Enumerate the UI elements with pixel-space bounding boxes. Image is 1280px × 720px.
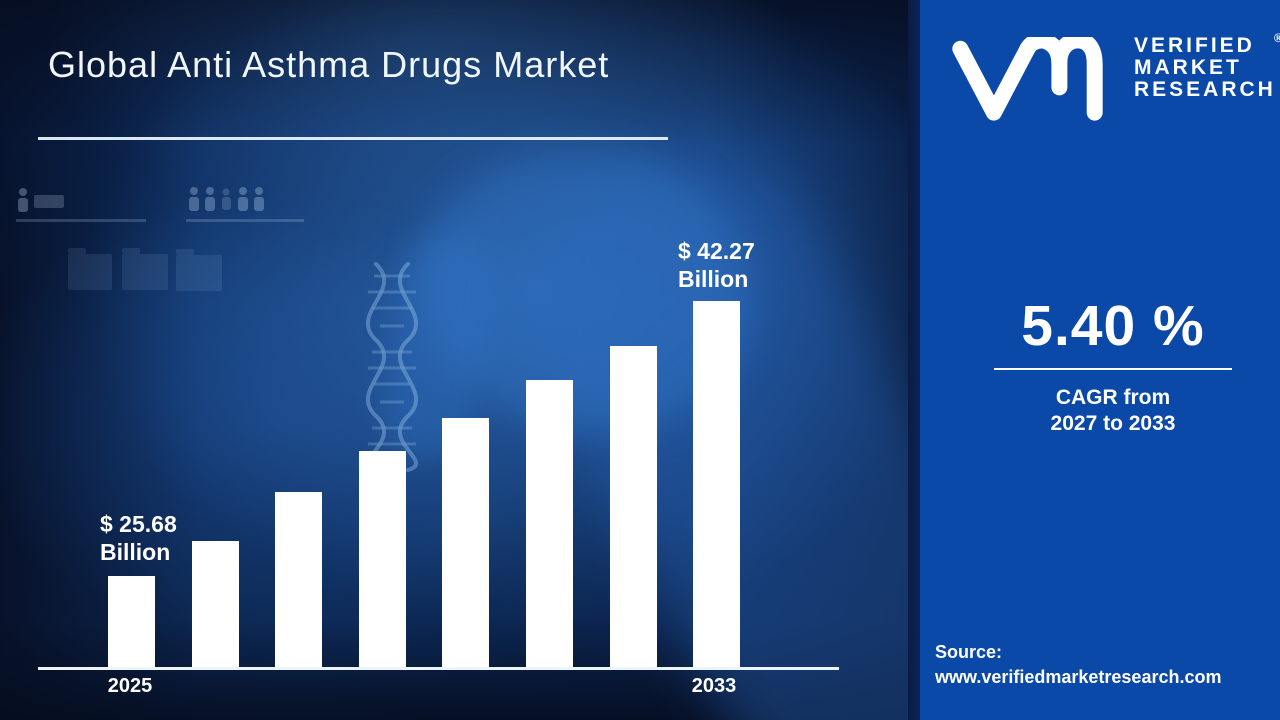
cagr-caption-line-2: 2027 to 2033: [1050, 412, 1176, 435]
last-bar-unit: Billion: [678, 266, 749, 292]
last-bar-value: $ 42.27: [678, 238, 755, 264]
bar-5: [442, 418, 490, 668]
brand-line-3: RESEARCH: [1134, 78, 1276, 101]
source-label: Source:: [935, 642, 1003, 662]
bar-6: [526, 380, 573, 668]
brand-line-2: MARKET: [1134, 56, 1242, 79]
brand-line-1: VERIFIED: [1134, 34, 1255, 57]
bar-3: [275, 492, 323, 668]
title-underline: [38, 137, 668, 140]
panel-divider: [908, 0, 920, 720]
source-url: www.verifiedmarketresearch.com: [935, 667, 1222, 687]
cagr-underline: [994, 368, 1232, 370]
bar-chart: $ 25.68 Billion $ 42.27 Billion 2025 203…: [38, 237, 839, 697]
source-block: Source: www.verifiedmarketresearch.com: [935, 640, 1221, 690]
first-bar-unit: Billion: [100, 539, 171, 565]
bar-2: [191, 541, 239, 668]
last-bar-value-label: $ 42.27 Billion: [678, 237, 755, 293]
first-bar-value: $ 25.68: [100, 511, 177, 537]
dna-helix-icon: [366, 262, 418, 472]
first-bar-value-label: $ 25.68 Billion: [100, 510, 177, 566]
bar-1: [108, 576, 155, 668]
bar-8: [693, 301, 741, 668]
bar-4: [358, 451, 406, 668]
x-axis-line: [38, 667, 839, 670]
x-axis-label-end: 2033: [691, 675, 737, 697]
vm-logo-icon: [952, 37, 1103, 121]
dashboard-overlay-graphic: [16, 187, 304, 291]
cagr-caption: CAGR from 2027 to 2033: [953, 385, 1273, 437]
right-panel: VERIFIED MARKET RESEARCH ® 5.40 % CAGR f…: [920, 0, 1280, 720]
registered-trademark-icon: ®: [1274, 31, 1280, 45]
x-axis-label-start: 2025: [107, 675, 153, 697]
cagr-block: 5.40 % CAGR from 2027 to 2033: [953, 295, 1273, 437]
brand-name: VERIFIED MARKET RESEARCH: [1134, 35, 1276, 101]
bar-7: [609, 346, 657, 668]
cagr-value: 5.40 %: [1021, 294, 1205, 358]
brand-logo: VERIFIED MARKET RESEARCH ®: [942, 31, 1280, 121]
cagr-caption-line-1: CAGR from: [1055, 386, 1171, 409]
page-title: Global Anti Asthma Drugs Market: [48, 44, 610, 85]
